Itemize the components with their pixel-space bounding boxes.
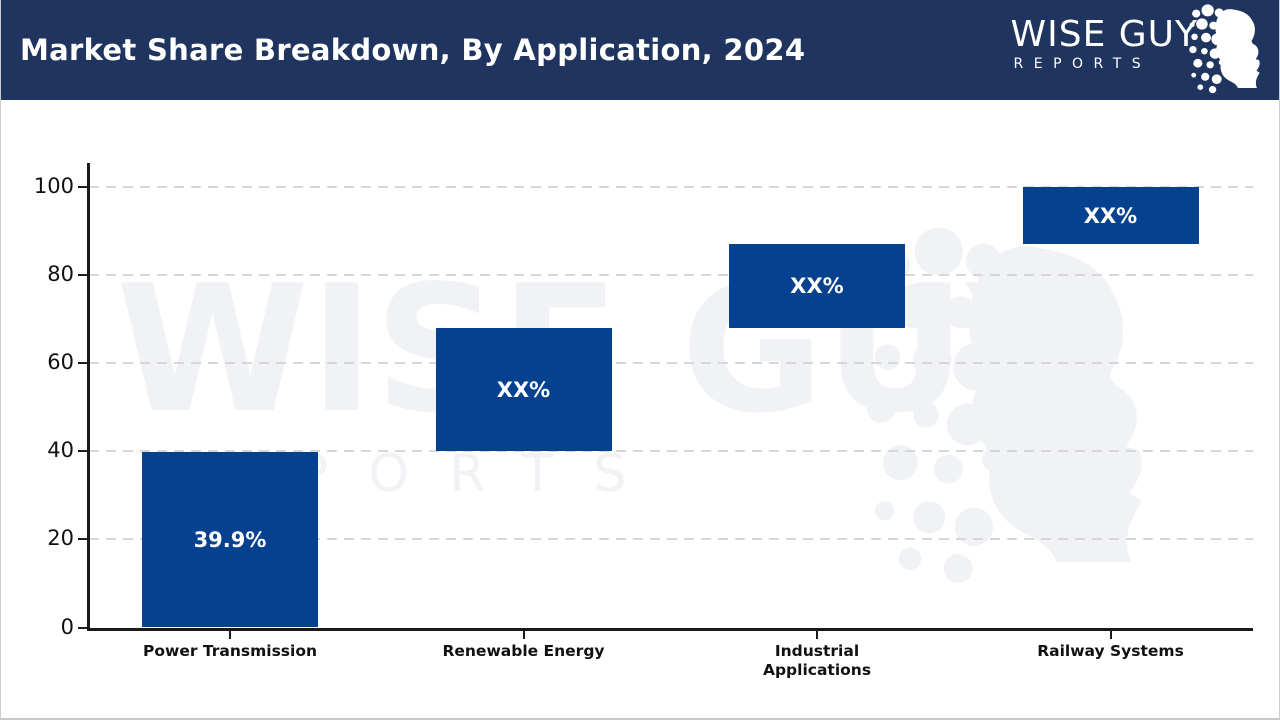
y-tick-label: 40 [47,438,74,463]
gridline-60 [89,362,1253,365]
x-tick-3 [816,630,818,639]
bar-1: 39.9% [142,451,318,628]
y-tick-80 [78,274,88,277]
brand-subname: REPORTS [1013,56,1152,72]
gridline-40 [89,450,1253,453]
page-title: Market Share Breakdown, By Application, … [20,33,806,67]
category-label: Power Transmission [142,641,318,660]
watermark-head-icon [862,226,1182,610]
y-tick-100 [78,186,88,188]
y-tick-label: 0 [60,614,74,639]
brand-name: WISE GUY [1010,14,1198,55]
category-label: Renewable Energy [442,641,605,660]
brand-logo: WISE GUY REPORTS [1011,0,1266,100]
y-tick-20 [78,538,88,541]
y-tick-40 [78,450,88,453]
bar-value-label: XX% [496,377,551,402]
bar-value-label: 39.9% [193,527,267,552]
brand-head-icon [1188,4,1270,100]
bar-value-label: XX% [1083,203,1138,228]
bar-4: XX% [1022,187,1199,245]
brand-logo-text: WISE GUY REPORTS [1010,14,1199,73]
y-tick-0 [78,626,88,629]
gridline-100 [89,186,1253,188]
bar-value-label: XX% [790,274,844,299]
gridline-80 [89,274,1253,277]
x-axis [87,627,1253,631]
x-tick-2 [522,630,525,639]
y-tick-label: 20 [47,526,74,551]
x-tick-1 [229,630,231,639]
bar-2: XX% [435,327,612,452]
category-label: Railway Systems [1037,641,1184,660]
y-tick-label: 100 [33,174,74,198]
y-tick-label: 80 [47,262,74,287]
y-tick-label: 60 [47,350,74,375]
x-tick-4 [1109,630,1112,639]
bar-3: XX% [729,244,905,328]
category-label: Industrial Applications [762,641,872,679]
y-axis [87,163,90,630]
header-bar: Market Share Breakdown, By Application, … [0,0,1280,100]
y-tick-60 [78,362,88,365]
gridline-20 [89,538,1253,541]
